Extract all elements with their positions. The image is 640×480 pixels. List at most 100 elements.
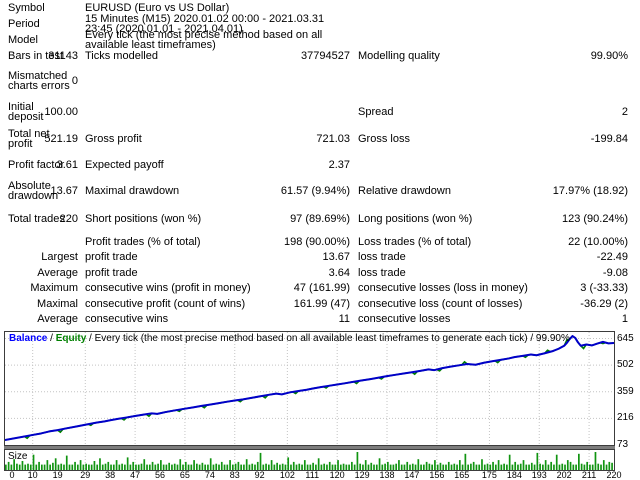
x-axis-tick-label: 47 [130,470,141,480]
report-row: Symbol EURUSD (Euro vs US Dollar) [0,0,640,16]
size-bar [184,461,187,470]
size-bar [481,459,483,470]
equity-line [5,335,614,441]
size-bar [143,459,146,470]
stat-sublabel: consecutive wins [85,313,169,326]
size-bar [267,464,270,470]
size-bar [525,464,528,470]
report-row: Maximum consecutive wins (profit in money… [0,281,640,297]
size-bar [245,459,248,470]
size-bar [63,464,65,470]
size-bar [292,461,295,470]
size-bar [569,461,572,470]
size-bar [124,464,126,470]
size-bar [483,464,486,470]
size-bar [27,463,29,470]
size-bar [190,464,193,470]
size-bar [32,454,35,470]
size-bar [146,464,148,470]
size-bar [503,463,505,470]
stat-value: 31143 [48,50,78,62]
size-bar [273,464,276,470]
size-bar [453,463,456,470]
size-bar [16,463,18,470]
stat-value: 521.19 [44,133,78,145]
size-bar [196,463,198,470]
report-row: Average consecutive wins 11 consecutive los… [0,312,640,328]
x-axis-tick-label: 111 [305,470,320,480]
size-bar [359,463,362,470]
stat-sublabel: Every tick (the most precise method base… [85,29,323,51]
stat-value: 2.37 [328,159,350,171]
x-axis-tick-label: 56 [155,470,166,480]
stat-value: 3.61 [56,159,78,171]
size-bar [411,463,414,470]
stat-sublabel: consecutive profit (count of wins) [85,297,246,310]
size-bar [88,464,90,470]
size-bar [298,463,301,470]
size-bar [110,464,112,470]
size-bar [417,459,420,470]
size-bar [467,464,469,470]
size-bar [362,464,364,470]
size-bar [578,453,580,470]
stat-label: Mismatched charts errors [8,70,70,92]
report-row: Average profit trade 3.64 loss trade -9.08 [0,265,640,281]
size-bar [173,463,176,470]
size-bar [547,464,550,470]
size-bar [201,462,204,470]
stat-sublabel: consecutive losses [358,313,451,326]
size-bar [339,464,342,470]
size-bar [370,462,373,470]
stat-label: Model [8,34,38,46]
stat-sublabel: loss trade [358,266,406,279]
stat-value: 37794527 [301,50,350,62]
size-bar [425,461,428,470]
stat-sublabel: Expected payoff [85,159,164,171]
x-axis-tick-label: 38 [105,470,116,480]
size-bar [85,463,87,470]
size-bar [301,464,303,470]
size-bar [284,464,287,470]
stat-value: 47 (161.99) [293,282,350,295]
size-bar [287,457,290,470]
size-bar [450,464,453,470]
size-bar [248,464,251,470]
size-bar [315,464,317,470]
size-bar [605,464,608,470]
size-bar [82,464,85,470]
stat-value: -22.49 [596,251,628,264]
chart-divider [4,446,615,449]
size-bar [118,464,121,470]
size-bar [608,461,611,470]
size-bar [348,464,350,470]
size-bar [414,464,417,470]
stat-label: Bars in test [8,50,64,62]
size-bar [5,464,7,470]
size-bar [461,464,464,470]
x-axis-tick-label: 83 [229,470,240,480]
size-bar [24,464,27,470]
legend-equity-label: Equity [55,333,87,344]
stat-sublabel: Profit trades (% of total) [85,235,201,248]
size-bar [312,462,314,470]
size-bar [528,464,530,470]
size-bar [46,460,49,470]
size-bar [519,463,522,470]
stat-label: Total trades [8,213,65,225]
size-bar [295,464,298,470]
report-row: Total trades 220 Short positions (won %) 97… [0,204,640,234]
stat-label: Absolute drawdown [8,180,59,202]
size-bar [583,464,586,470]
size-bar [328,461,331,470]
stat-sublabel: Maximal drawdown [85,185,180,197]
size-bar [395,463,398,470]
stat-value: 100.00 [44,106,78,118]
size-bar [220,461,223,470]
size-bar [148,464,151,470]
x-axis-tick-label: 147 [404,470,420,480]
stat-value: Average [37,266,78,279]
size-bar [21,461,24,470]
size-bar [254,464,256,470]
